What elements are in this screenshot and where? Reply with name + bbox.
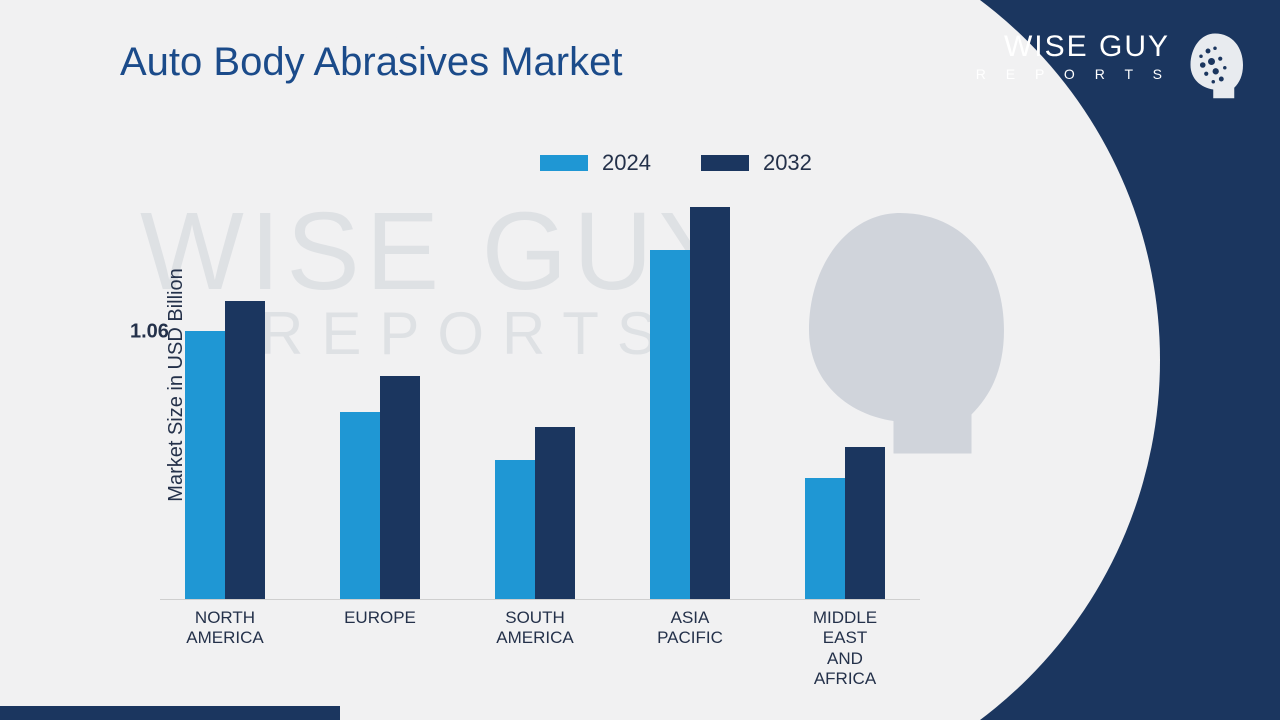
bar-series-b <box>380 376 420 599</box>
bar-series-b <box>225 301 265 599</box>
x-axis-label: SOUTHAMERICA <box>470 608 600 649</box>
chart-title: Auto Body Abrasives Market <box>120 40 622 85</box>
bar-series-a <box>805 478 845 599</box>
x-axis-label: ASIAPACIFIC <box>625 608 755 649</box>
legend-swatch-a <box>540 155 588 171</box>
bar-series-a <box>340 412 380 599</box>
bar-series-a <box>650 250 690 599</box>
bar-series-b <box>845 447 885 599</box>
legend-swatch-b <box>701 155 749 171</box>
x-axis-label: NORTHAMERICA <box>160 608 290 649</box>
bottom-accent-bar <box>0 706 340 720</box>
bar-series-a <box>495 460 535 599</box>
bar-series-a <box>185 331 225 599</box>
bar-series-b <box>535 427 575 599</box>
logo-line2: R E P O R T S <box>976 66 1170 82</box>
plot-area: NORTHAMERICAEUROPESOUTHAMERICAASIAPACIFI… <box>160 170 920 600</box>
x-axis-label: MIDDLEEASTANDAFRICA <box>780 608 910 690</box>
logo-line1: WISE GUY <box>976 30 1170 64</box>
chart: Market Size in USD Billion 1.06 NORTHAME… <box>100 170 920 600</box>
x-axis-label: EUROPE <box>315 608 445 628</box>
brand-logo: WISE GUY R E P O R T S <box>976 30 1250 82</box>
bar-series-b <box>690 207 730 599</box>
stage: WISE GUY REPORTS Auto Body Abrasives Mar… <box>0 0 1280 720</box>
